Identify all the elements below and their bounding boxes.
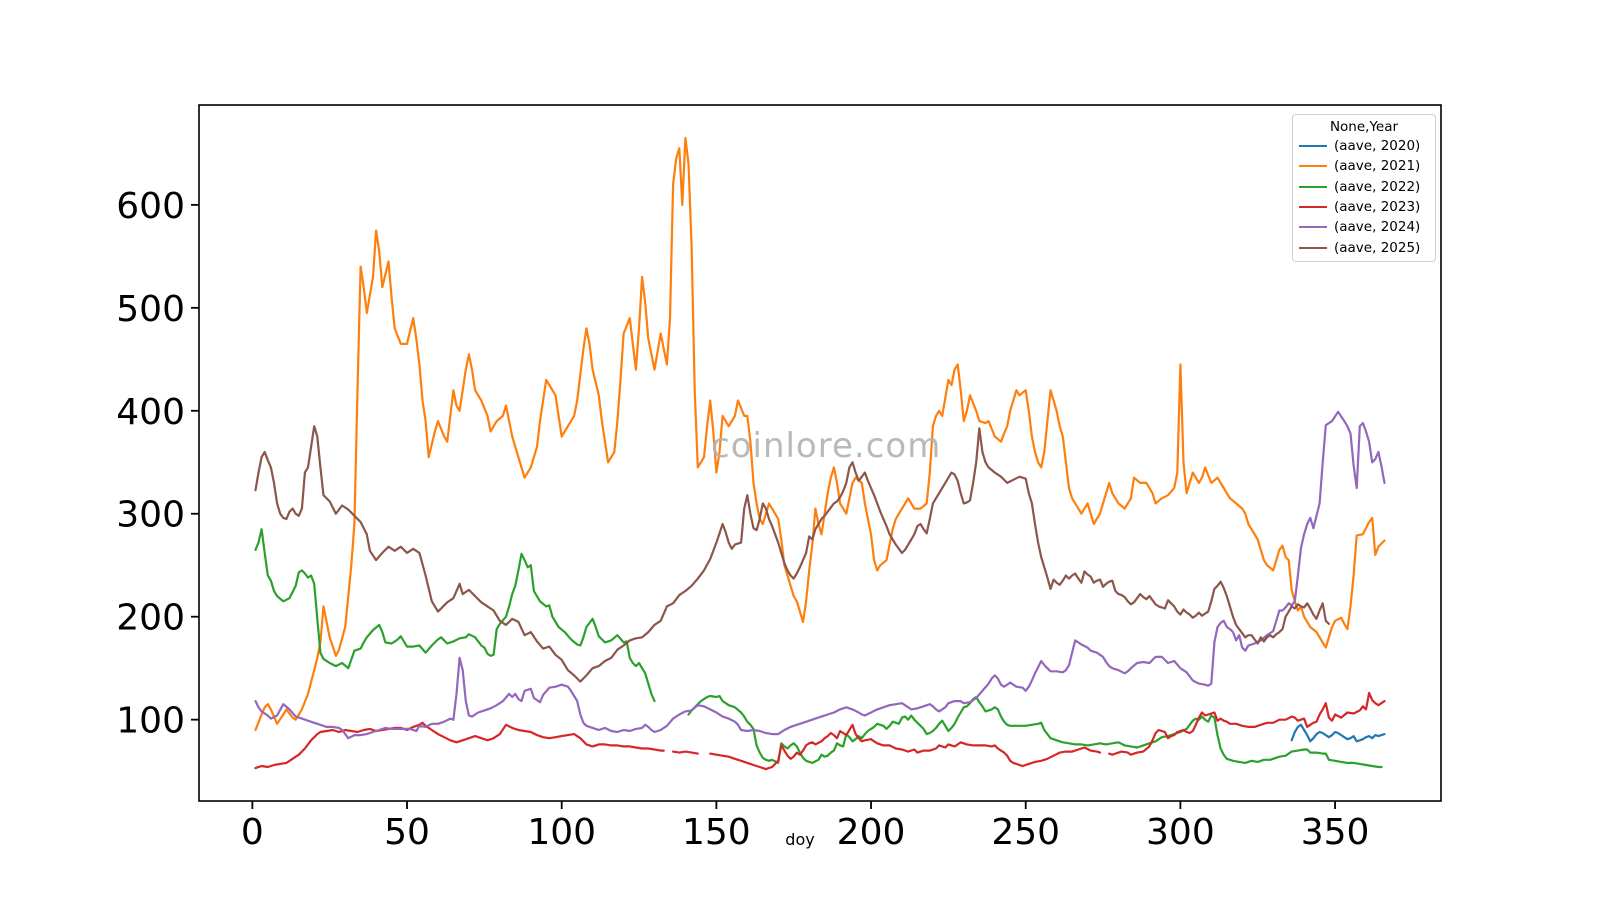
series-line-aave-2025 — [254, 425, 1330, 683]
legend-line-swatch — [1299, 185, 1327, 188]
legend-label: (aave, 2022) — [1334, 178, 1421, 195]
legend-line-swatch — [1299, 165, 1327, 168]
legend-line-swatch — [1299, 226, 1327, 229]
legend-entry: (aave, 2022) — [1299, 177, 1429, 197]
legend-entry: (aave, 2021) — [1299, 156, 1429, 176]
legend-entry: (aave, 2023) — [1299, 197, 1429, 217]
series-line-aave-2024 — [254, 410, 1386, 740]
x-tick-label: 200 — [837, 812, 906, 853]
x-tick-label: 350 — [1301, 812, 1370, 853]
legend-label: (aave, 2023) — [1334, 199, 1421, 216]
series-line-aave-2020 — [1290, 723, 1386, 743]
legend-label: (aave, 2025) — [1334, 239, 1421, 256]
series-line-aave-2022 — [254, 528, 1383, 769]
legend-line-swatch — [1299, 206, 1327, 209]
x-axis-label: doy — [785, 830, 815, 849]
legend-entry: (aave, 2025) — [1299, 237, 1429, 257]
x-tick-label: 250 — [991, 812, 1060, 853]
legend-label: (aave, 2021) — [1334, 158, 1421, 175]
y-tick-label: 200 — [116, 598, 185, 639]
legend-label: (aave, 2024) — [1334, 219, 1421, 236]
series-line-aave-2021 — [254, 136, 1386, 732]
y-tick-label: 300 — [116, 495, 185, 536]
x-tick-label: 50 — [384, 812, 430, 853]
legend-label: (aave, 2020) — [1334, 138, 1421, 155]
legend-line-swatch — [1299, 246, 1327, 249]
y-tick-label: 600 — [116, 186, 185, 227]
legend-line-swatch — [1299, 145, 1327, 148]
x-tick-label: 150 — [682, 812, 751, 853]
series-line-aave-2023 — [254, 691, 1386, 771]
y-tick-label: 400 — [116, 392, 185, 433]
watermark: coinlore.com — [711, 426, 942, 466]
y-tick-label: 500 — [116, 289, 185, 330]
legend: None,Year (aave, 2020) (aave, 2021) (aave,… — [1292, 114, 1436, 262]
axis-frame — [198, 104, 1442, 802]
legend-title: None,Year — [1329, 119, 1399, 135]
x-tick-label: 0 — [241, 812, 264, 853]
x-tick-label: 300 — [1146, 812, 1215, 853]
legend-entries: (aave, 2020) (aave, 2021) (aave, 2022) (aav… — [1299, 136, 1429, 258]
legend-entry: (aave, 2024) — [1299, 217, 1429, 237]
legend-entry: (aave, 2020) — [1299, 136, 1429, 156]
x-tick-label: 100 — [527, 812, 596, 853]
y-tick-label: 100 — [116, 701, 185, 742]
